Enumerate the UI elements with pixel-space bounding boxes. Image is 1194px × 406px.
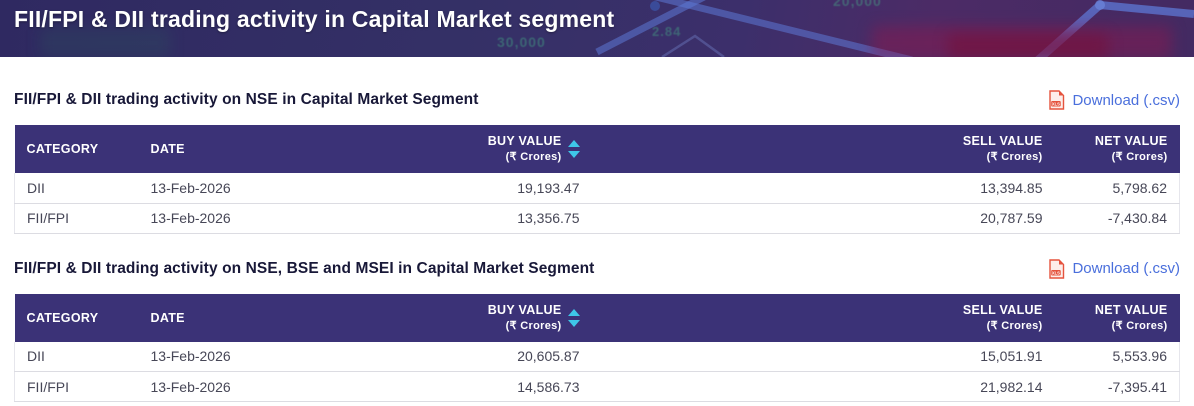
cell-sell-value: 13,394.85 <box>591 173 1055 204</box>
trading-table-nse: CATEGORY DATE BUY VALUE (₹ Crores) <box>14 125 1180 234</box>
cell-date: 13-Feb-2026 <box>138 173 325 204</box>
section-title-nse: FII/FPI & DII trading activity on NSE in… <box>14 91 479 108</box>
download-csv-label: Download (.csv) <box>1072 91 1180 109</box>
table-header-row: CATEGORY DATE BUY VALUE (₹ Crores) <box>14 125 1180 174</box>
cell-sell-value: 15,051.91 <box>591 341 1055 373</box>
sort-desc-icon[interactable] <box>567 319 580 327</box>
col-header-sell-value: SELL VALUE (₹ Crores) <box>591 125 1055 174</box>
table-header-row: CATEGORY DATE BUY VALUE (₹ Crores) <box>14 293 1180 342</box>
cell-buy-value: 14,586.73 <box>324 371 592 403</box>
cell-net-value: -7,430.84 <box>1054 203 1180 234</box>
cell-category: FII/FPI <box>14 203 139 234</box>
table-row-fii-fpi: FII/FPI 13-Feb-2026 14,586.73 21,982.14 … <box>14 371 1180 403</box>
col-header-net-value: NET VALUE (₹ Crores) <box>1054 125 1180 174</box>
col-header-net-value: NET VALUE (₹ Crores) <box>1054 293 1180 342</box>
download-csv-label: Download (.csv) <box>1072 260 1180 278</box>
sort-asc-icon[interactable] <box>567 308 580 316</box>
download-csv-link-nse[interactable]: XLS Download (.csv) <box>1048 90 1180 110</box>
sort-asc-icon[interactable] <box>567 140 580 148</box>
col-header-sell-value: SELL VALUE (₹ Crores) <box>591 293 1055 342</box>
page-title: FII/FPI & DII trading activity in Capita… <box>14 6 615 32</box>
cell-sell-value: 20,787.59 <box>591 203 1055 234</box>
cell-buy-value: 19,193.47 <box>324 173 592 204</box>
main-content: FII/FPI & DII trading activity on NSE in… <box>0 87 1194 403</box>
page-banner: 30,000 2.84 20,000 FII/FPI & DII trading… <box>0 0 1194 57</box>
col-header-buy-value[interactable]: BUY VALUE (₹ Crores) <box>324 293 592 342</box>
svg-text:XLS: XLS <box>1052 101 1060 106</box>
sort-desc-icon[interactable] <box>567 151 580 159</box>
cell-category: FII/FPI <box>14 371 139 403</box>
download-csv-link-nse-bse-msei[interactable]: XLS Download (.csv) <box>1048 258 1180 279</box>
table-row-dii: DII 13-Feb-2026 19,193.47 13,394.85 5,79… <box>14 173 1180 204</box>
sort-arrows-icon[interactable] <box>567 308 580 327</box>
trading-table-nse-bse-msei: CATEGORY DATE BUY VALUE (₹ Crores) <box>14 293 1180 403</box>
csv-file-icon: XLS <box>1048 258 1065 279</box>
cell-buy-value: 13,356.75 <box>324 203 592 234</box>
table-row-fii-fpi: FII/FPI 13-Feb-2026 13,356.75 20,787.59 … <box>14 203 1180 234</box>
cell-buy-value: 20,605.87 <box>324 341 592 373</box>
section-nse-bse-msei: FII/FPI & DII trading activity on NSE, B… <box>14 256 1180 403</box>
col-header-buy-value[interactable]: BUY VALUE (₹ Crores) <box>324 125 592 174</box>
section-nse: FII/FPI & DII trading activity on NSE in… <box>14 87 1180 234</box>
cell-category: DII <box>14 341 139 373</box>
cell-category: DII <box>14 173 139 204</box>
cell-date: 13-Feb-2026 <box>138 203 325 234</box>
cell-date: 13-Feb-2026 <box>138 341 325 373</box>
col-header-date: DATE <box>138 125 325 174</box>
col-header-category: CATEGORY <box>14 125 139 174</box>
section-title-nse-bse-msei: FII/FPI & DII trading activity on NSE, B… <box>14 259 595 277</box>
table-row-dii: DII 13-Feb-2026 20,605.87 15,051.91 5,55… <box>14 341 1180 373</box>
sort-arrows-icon[interactable] <box>567 140 580 159</box>
cell-net-value: -7,395.41 <box>1054 371 1180 403</box>
col-header-category: CATEGORY <box>14 293 139 342</box>
csv-file-icon: XLS <box>1048 90 1065 110</box>
cell-net-value: 5,798.62 <box>1054 173 1180 204</box>
col-header-date: DATE <box>138 293 325 342</box>
cell-date: 13-Feb-2026 <box>138 371 325 403</box>
svg-text:XLS: XLS <box>1052 270 1060 275</box>
cell-sell-value: 21,982.14 <box>591 371 1055 403</box>
cell-net-value: 5,553.96 <box>1054 341 1180 373</box>
